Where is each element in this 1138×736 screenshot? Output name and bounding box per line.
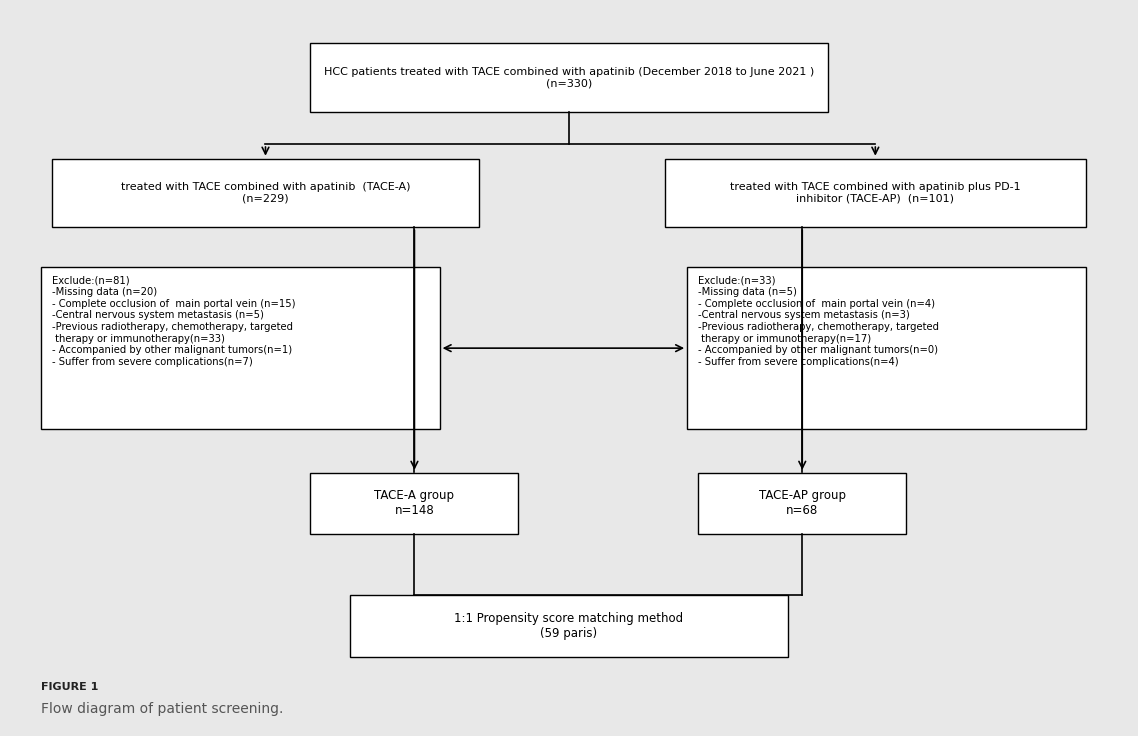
- Text: Exclude:(n=33)
-Missing data (n=5)
- Complete occlusion of  main portal vein (n=: Exclude:(n=33) -Missing data (n=5) - Com…: [699, 275, 939, 367]
- Text: Exclude:(n=81)
-Missing data (n=20)
- Complete occlusion of  main portal vein (n: Exclude:(n=81) -Missing data (n=20) - Co…: [52, 275, 296, 367]
- FancyBboxPatch shape: [687, 267, 1086, 429]
- FancyBboxPatch shape: [311, 473, 519, 534]
- FancyBboxPatch shape: [311, 43, 827, 112]
- Text: treated with TACE combined with apatinib  (TACE-A)
(n=229): treated with TACE combined with apatinib…: [121, 182, 410, 204]
- Text: TACE-A group
n=148: TACE-A group n=148: [374, 489, 454, 517]
- Text: FIGURE 1: FIGURE 1: [41, 682, 98, 692]
- FancyBboxPatch shape: [665, 158, 1086, 227]
- FancyBboxPatch shape: [41, 267, 439, 429]
- FancyBboxPatch shape: [52, 158, 479, 227]
- Text: TACE-AP group
n=68: TACE-AP group n=68: [759, 489, 846, 517]
- Text: HCC patients treated with TACE combined with apatinib (December 2018 to June 202: HCC patients treated with TACE combined …: [324, 66, 814, 88]
- FancyBboxPatch shape: [349, 595, 789, 657]
- Text: treated with TACE combined with apatinib plus PD-1
inhibitor (TACE-AP)  (n=101): treated with TACE combined with apatinib…: [729, 182, 1021, 204]
- Text: Flow diagram of patient screening.: Flow diagram of patient screening.: [41, 702, 283, 716]
- Text: 1:1 Propensity score matching method
(59 paris): 1:1 Propensity score matching method (59…: [454, 612, 684, 640]
- FancyBboxPatch shape: [699, 473, 906, 534]
